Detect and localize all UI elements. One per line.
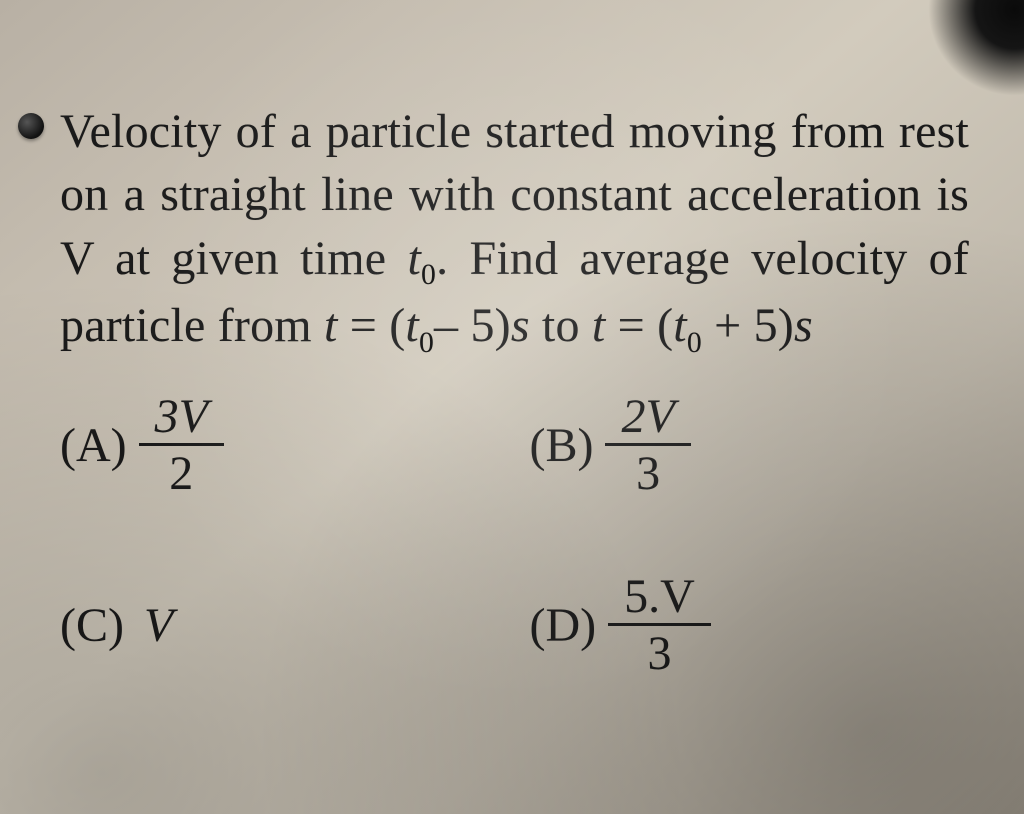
option-b-label: (B) (530, 418, 594, 473)
option-b: (B) 2V 3 (530, 390, 970, 500)
option-d: (D) 5.V 3 (530, 570, 970, 680)
option-a-label: (A) (60, 418, 127, 473)
q-s2: s (794, 299, 813, 352)
q-s1: s (511, 299, 530, 352)
option-d-label: (D) (530, 598, 597, 653)
q-t0-sub: 0 (421, 258, 436, 291)
q-t-eq: t (324, 299, 338, 352)
q-t0b: t (405, 299, 419, 352)
q-eq2: = ( (605, 299, 673, 352)
options-grid: (A) 3V 2 (B) 2V 3 (C) V (D) 5.V 3 (60, 390, 969, 680)
q-t0c-sub: 0 (687, 326, 702, 359)
option-a-num: 3V (147, 393, 216, 443)
option-a: (A) 3V 2 (60, 390, 500, 500)
option-a-fraction: 3V 2 (147, 393, 216, 498)
option-b-num: 2V (613, 393, 682, 443)
q-to: to (530, 299, 592, 352)
list-bullet (18, 113, 44, 139)
option-c-label: (C) (60, 598, 124, 653)
q-t0c: t (673, 299, 687, 352)
q-t-eq2: t (592, 299, 606, 352)
q-t0: t (407, 232, 421, 285)
q-t0b-sub: 0 (419, 326, 434, 359)
option-d-den: 3 (608, 623, 711, 678)
option-c-value: V (144, 598, 173, 653)
q-plus: + 5) (702, 299, 794, 352)
option-b-fraction: 2V 3 (613, 393, 682, 498)
page-content: Velocity of a particle started moving fr… (0, 0, 1024, 814)
q-eq-open: = ( (338, 299, 406, 352)
option-b-den: 3 (605, 443, 690, 498)
option-c: (C) V (60, 570, 500, 680)
option-d-num: 5.V (616, 573, 703, 623)
option-d-fraction: 5.V 3 (616, 573, 703, 678)
option-a-den: 2 (139, 443, 224, 498)
question-text: Velocity of a particle started moving fr… (60, 100, 969, 362)
q-minus: – 5) (434, 299, 511, 352)
